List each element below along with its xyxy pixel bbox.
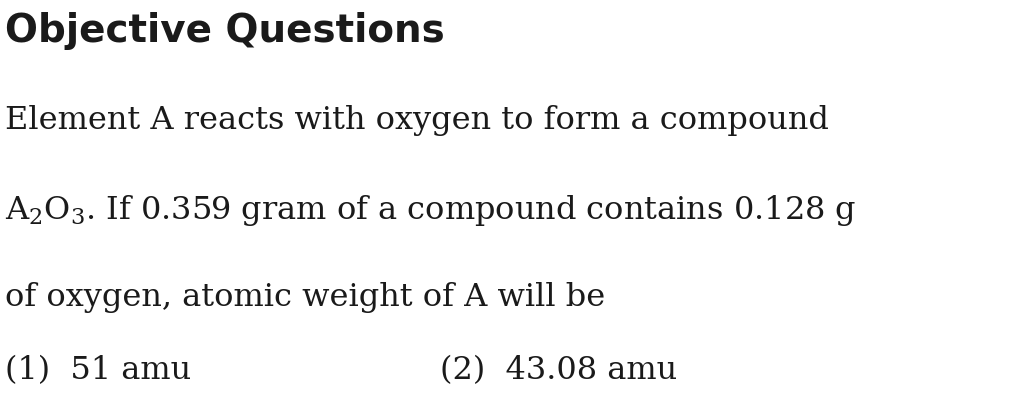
Text: of oxygen, atomic weight of A will be: of oxygen, atomic weight of A will be: [5, 282, 605, 313]
Text: Objective Questions: Objective Questions: [5, 12, 444, 50]
Text: $\mathregular{A_2O_3}$. If 0.359 gram of a compound contains 0.128 g: $\mathregular{A_2O_3}$. If 0.359 gram of…: [5, 193, 857, 229]
Text: Element A reacts with oxygen to form a compound: Element A reacts with oxygen to form a c…: [5, 105, 829, 136]
Text: (1)  51 amu: (1) 51 amu: [5, 355, 191, 386]
Text: (2)  43.08 amu: (2) 43.08 amu: [440, 355, 678, 386]
